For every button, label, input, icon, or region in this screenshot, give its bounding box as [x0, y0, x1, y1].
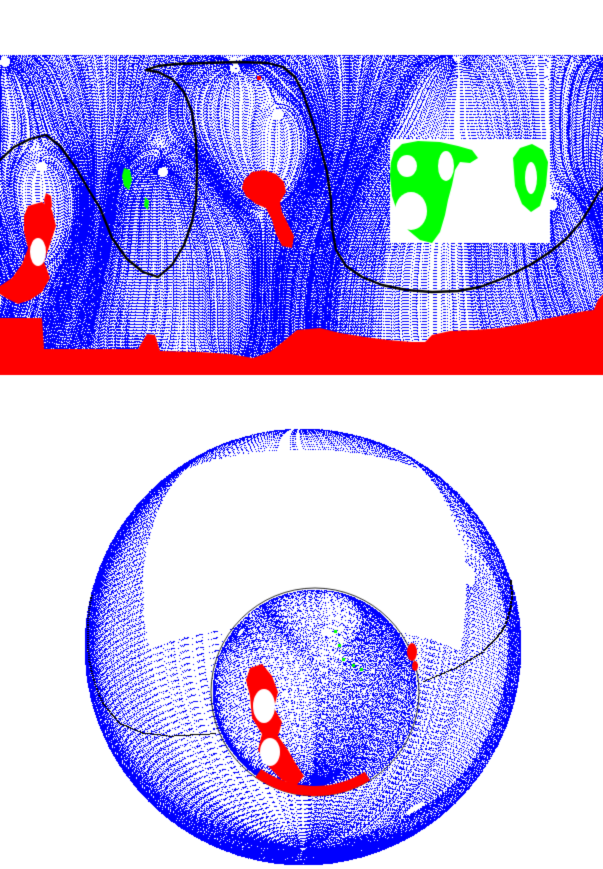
- sphere-view-panel: [0, 390, 603, 869]
- synoptic-map-panel: [0, 0, 603, 390]
